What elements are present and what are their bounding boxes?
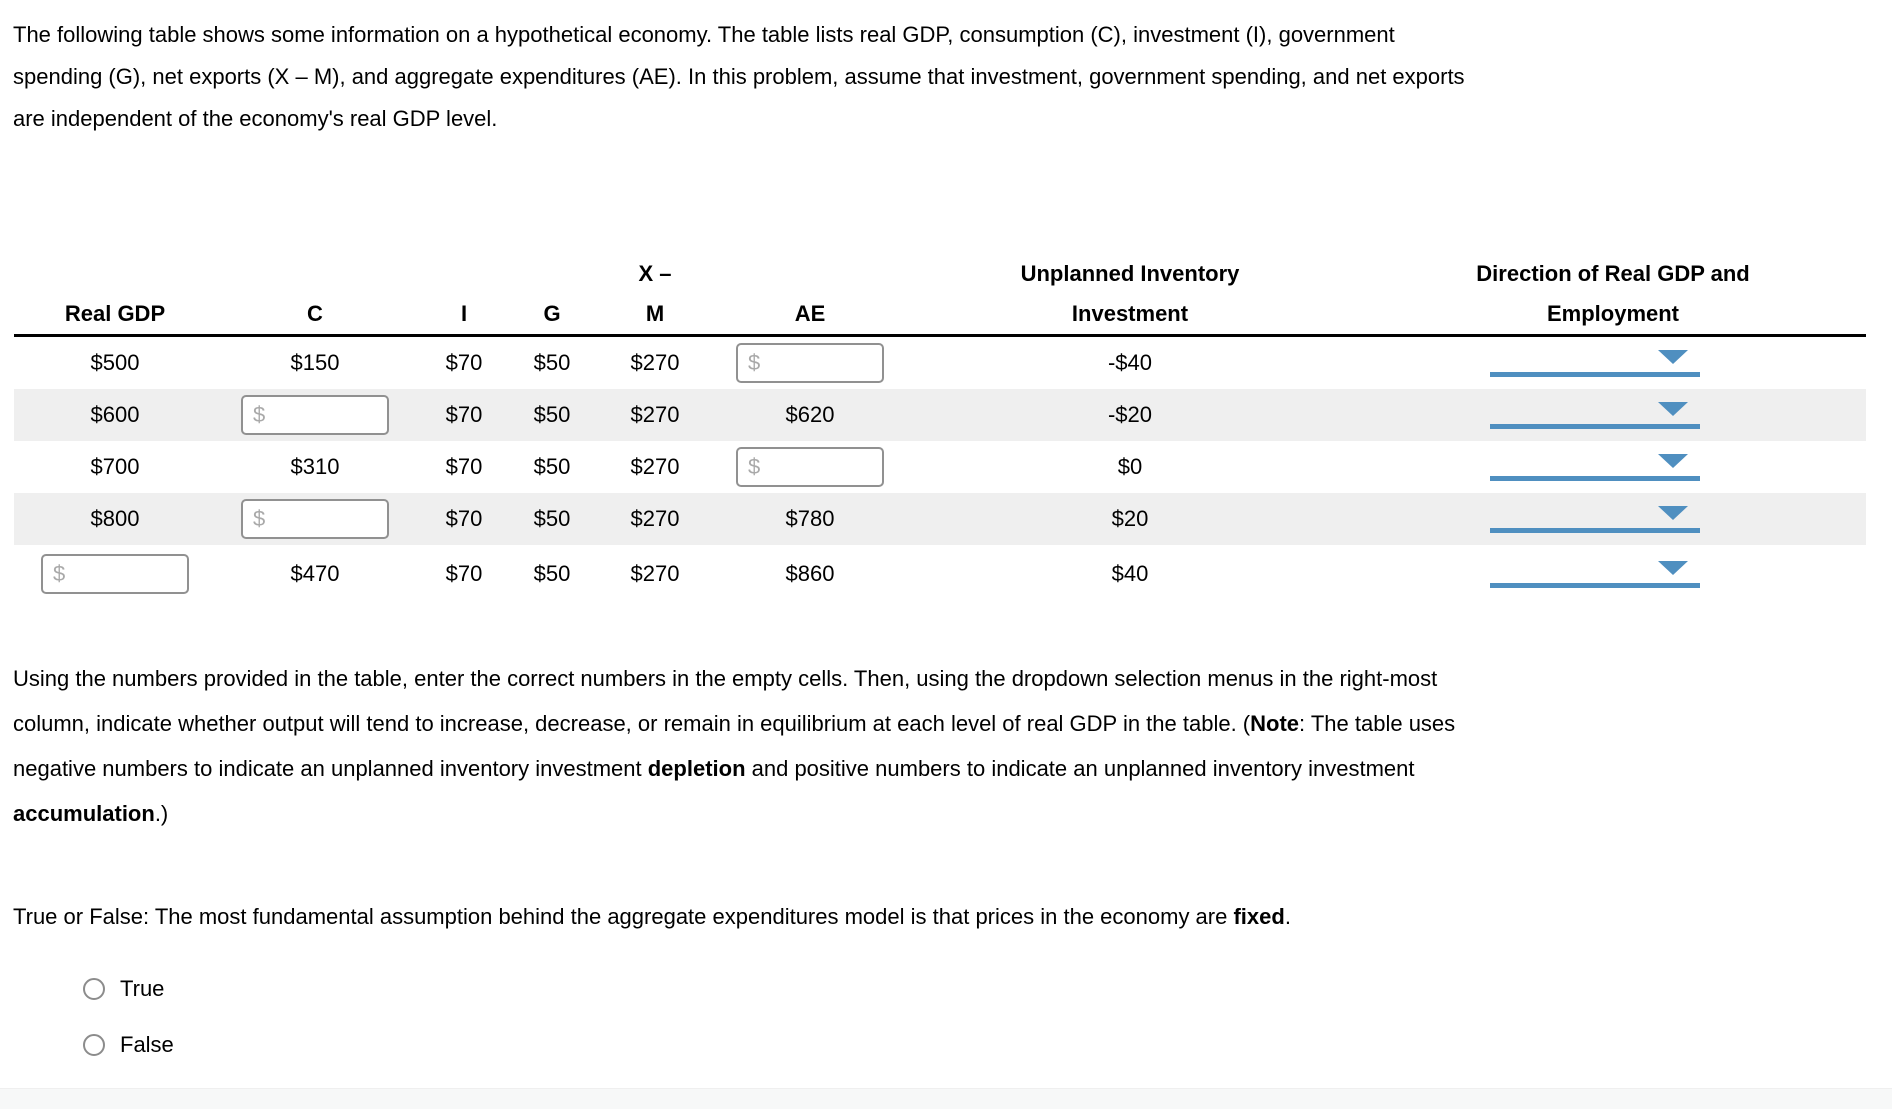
intro-line-3: are independent of the economy's real GD… xyxy=(13,106,498,131)
cell-unplanned-inventory: -$40 xyxy=(1107,350,1153,375)
table-row: $470 $70 $50 $270 $860 $40 xyxy=(14,545,1866,603)
chevron-down-icon xyxy=(1658,505,1688,520)
cell-c: $310 xyxy=(290,454,340,479)
cell-g: $50 xyxy=(533,506,571,531)
dropdown-underline xyxy=(1490,371,1700,377)
dropdown-underline xyxy=(1490,527,1700,533)
instructions-line-4: accumulation.) xyxy=(13,801,169,826)
true-false-question: True or False: The most fundamental assu… xyxy=(13,904,1291,929)
intro-line-1: The following table shows some informati… xyxy=(13,22,1395,47)
cell-i: $70 xyxy=(445,561,483,586)
instructions-line-1: Using the numbers provided in the table,… xyxy=(13,666,1438,691)
header-c: C xyxy=(307,301,323,326)
cell-real-gdp: $700 xyxy=(90,454,140,479)
option-false-label: False xyxy=(120,1032,174,1057)
table-row: $600 $70 $50 $270 $620 -$20 xyxy=(14,389,1866,441)
cell-ae xyxy=(720,441,900,493)
intro-line-2: spending (G), net exports (X – M), and a… xyxy=(13,64,1465,89)
dropdown-underline xyxy=(1490,423,1700,429)
table-row: $800 $70 $50 $270 $780 $20 xyxy=(14,493,1866,545)
option-false[interactable]: False xyxy=(83,1032,174,1058)
real-gdp-input-row-5[interactable] xyxy=(41,554,189,594)
header-direction: Direction of Real GDP and Employment xyxy=(1476,261,1750,326)
direction-dropdown-row-2[interactable] xyxy=(1490,401,1700,429)
chevron-down-icon xyxy=(1658,453,1688,468)
dropdown-underline xyxy=(1490,475,1700,481)
intro-paragraph: The following table shows some informati… xyxy=(13,14,1465,140)
cell-c xyxy=(216,493,414,545)
cell-unplanned-inventory: $0 xyxy=(1117,454,1143,479)
instructions-paragraph: Using the numbers provided in the table,… xyxy=(13,656,1455,836)
cell-c: $470 xyxy=(290,561,340,586)
cell-unplanned-inventory: $40 xyxy=(1111,561,1149,586)
cell-unplanned-inventory: -$20 xyxy=(1107,402,1153,427)
header-g: G xyxy=(543,301,561,326)
header-ae: AE xyxy=(794,301,826,326)
cell-g: $50 xyxy=(533,350,571,375)
header-i: I xyxy=(460,301,468,326)
cell-g: $50 xyxy=(533,454,571,479)
header-unplanned-inventory: Unplanned Inventory Investment xyxy=(1020,261,1240,326)
cell-x-minus-m: $270 xyxy=(630,561,680,586)
chevron-down-icon xyxy=(1658,349,1688,364)
cell-ae: $620 xyxy=(785,402,835,427)
ae-input-row-1[interactable] xyxy=(736,343,884,383)
cell-ae xyxy=(720,337,900,389)
option-true[interactable]: True xyxy=(83,976,174,1002)
chevron-down-icon xyxy=(1658,401,1688,416)
radio-button-true[interactable] xyxy=(83,978,105,1000)
header-real-gdp: Real GDP xyxy=(64,301,166,326)
cell-c: $150 xyxy=(290,350,340,375)
cell-direction xyxy=(1360,441,1866,493)
economy-table: Real GDP C I G X – M AE Unplanned Invento… xyxy=(14,254,1866,603)
option-true-label: True xyxy=(120,976,165,1001)
bottom-strip xyxy=(0,1088,1892,1109)
radio-button-false[interactable] xyxy=(83,1034,105,1056)
cell-real-gdp: $600 xyxy=(90,402,140,427)
cell-i: $70 xyxy=(445,402,483,427)
cell-x-minus-m: $270 xyxy=(630,506,680,531)
dropdown-underline xyxy=(1490,582,1700,588)
chevron-down-icon xyxy=(1658,560,1688,575)
cell-i: $70 xyxy=(445,350,483,375)
cell-c xyxy=(216,389,414,441)
table-row: $500 $150 $70 $50 $270 -$40 xyxy=(14,337,1866,389)
cell-real-gdp: $500 xyxy=(90,350,140,375)
cell-x-minus-m: $270 xyxy=(630,402,680,427)
cell-unplanned-inventory: $20 xyxy=(1111,506,1149,531)
cell-direction xyxy=(1360,337,1866,389)
cell-x-minus-m: $270 xyxy=(630,350,680,375)
direction-dropdown-row-3[interactable] xyxy=(1490,453,1700,481)
cell-real-gdp: $800 xyxy=(90,506,140,531)
cell-ae: $780 xyxy=(785,506,835,531)
cell-g: $50 xyxy=(533,402,571,427)
table-header-row: Real GDP C I G X – M AE Unplanned Invento… xyxy=(14,254,1866,337)
cell-i: $70 xyxy=(445,506,483,531)
cell-x-minus-m: $270 xyxy=(630,454,680,479)
cell-real-gdp xyxy=(14,545,216,603)
cell-direction xyxy=(1360,545,1866,603)
direction-dropdown-row-4[interactable] xyxy=(1490,505,1700,533)
cell-direction xyxy=(1360,389,1866,441)
cell-ae: $860 xyxy=(785,561,835,586)
direction-dropdown-row-1[interactable] xyxy=(1490,349,1700,377)
cell-i: $70 xyxy=(445,454,483,479)
cell-g: $50 xyxy=(533,561,571,586)
c-input-row-4[interactable] xyxy=(241,499,389,539)
table-row: $700 $310 $70 $50 $270 $0 xyxy=(14,441,1866,493)
instructions-line-2: column, indicate whether output will ten… xyxy=(13,711,1456,736)
direction-dropdown-row-5[interactable] xyxy=(1490,560,1700,588)
c-input-row-2[interactable] xyxy=(241,395,389,435)
cell-direction xyxy=(1360,493,1866,545)
true-false-options: True False xyxy=(83,976,174,1088)
instructions-line-3: negative numbers to indicate an unplanne… xyxy=(13,756,1415,781)
header-x-minus-m: X – M xyxy=(638,261,672,326)
ae-input-row-3[interactable] xyxy=(736,447,884,487)
